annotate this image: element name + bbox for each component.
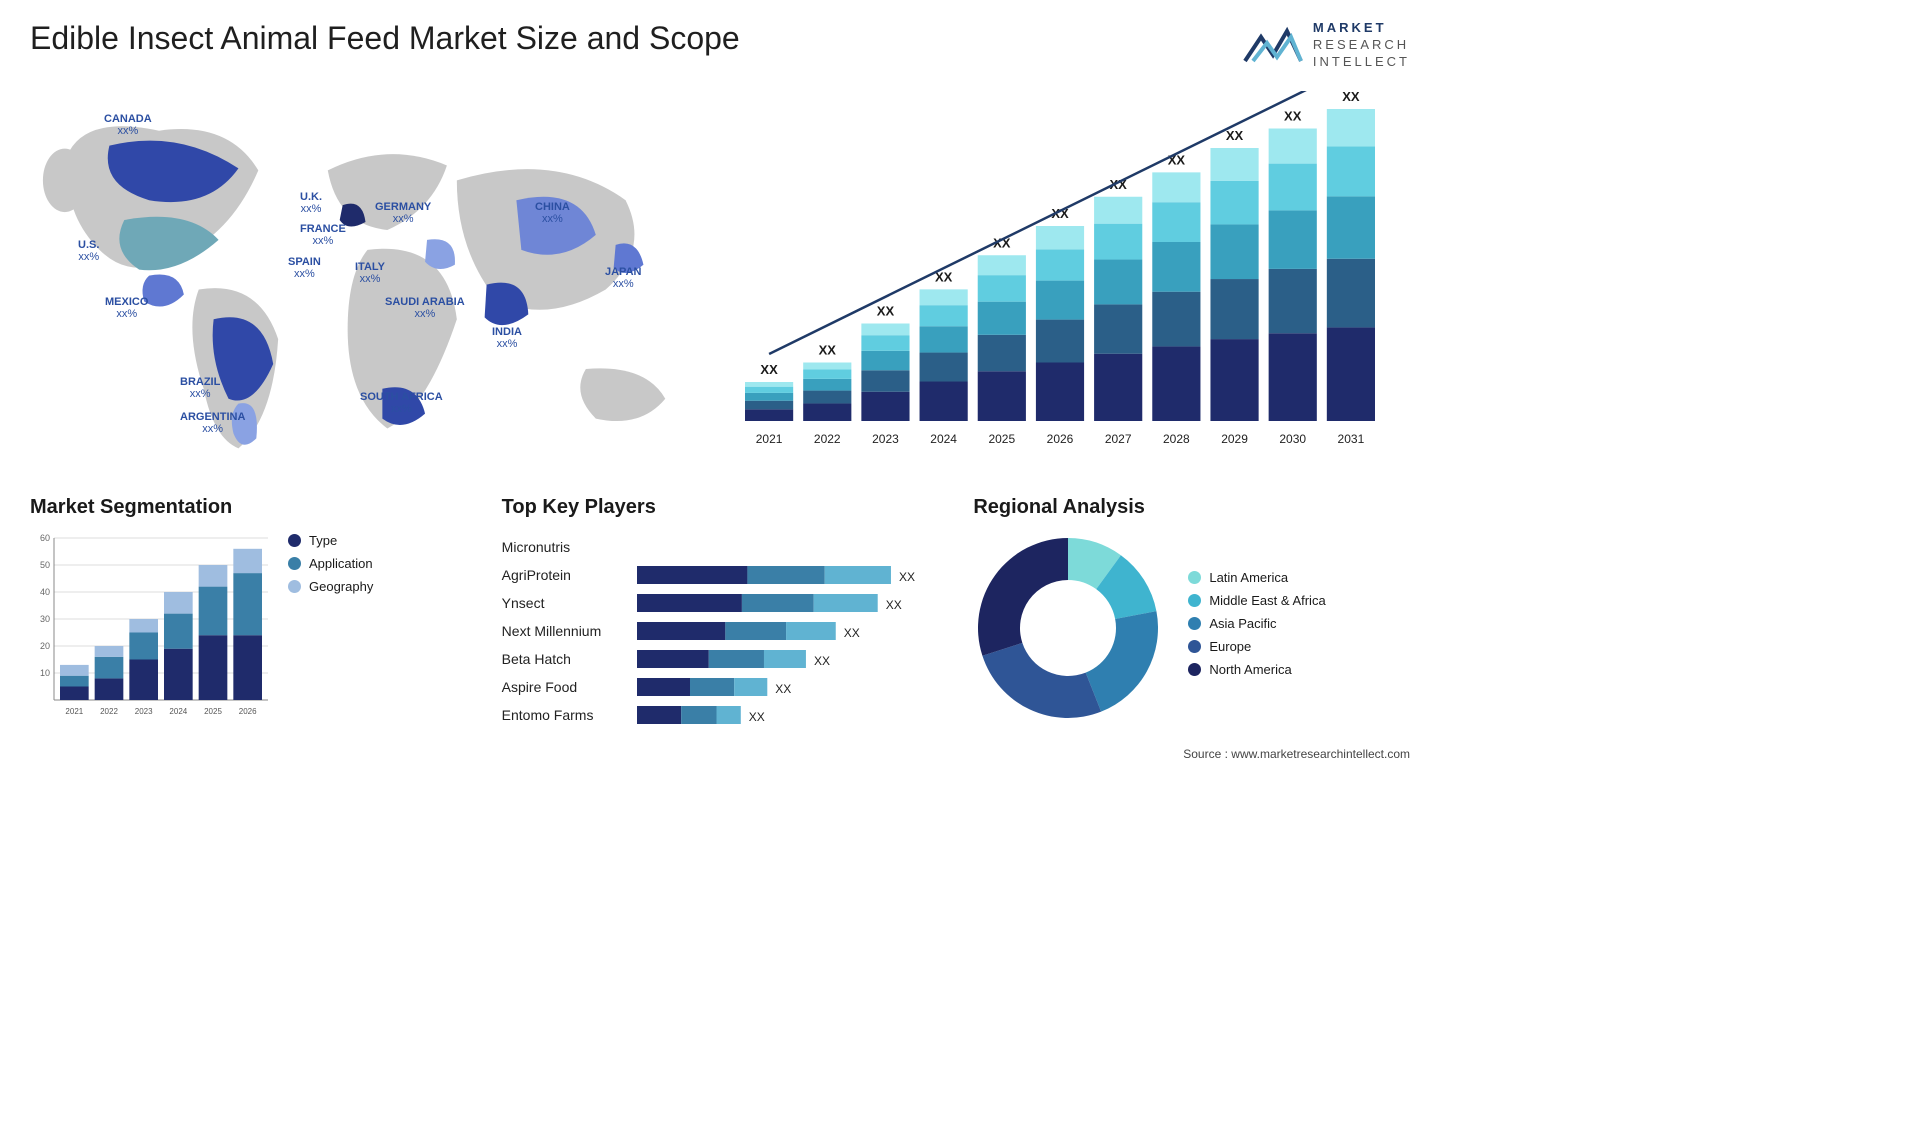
map-label: CANADAxx% — [104, 113, 152, 137]
top-row: CANADAxx% U.S.xx% MEXICOxx% BRAZILxx% ARGENT… — [30, 91, 1410, 471]
map-label: ARGENTINAxx% — [180, 411, 245, 435]
svg-text:XX: XX — [814, 654, 830, 668]
logo-icon — [1243, 23, 1303, 67]
svg-text:60: 60 — [40, 533, 50, 543]
svg-text:30: 30 — [40, 614, 50, 624]
svg-text:2026: 2026 — [239, 707, 257, 716]
svg-text:XX: XX — [1284, 108, 1302, 123]
svg-text:2024: 2024 — [930, 432, 957, 446]
segmentation-legend: Type Application Geography — [288, 533, 373, 602]
map-label: CHINAxx% — [535, 201, 570, 225]
svg-text:2026: 2026 — [1047, 432, 1074, 446]
world-map: CANADAxx% U.S.xx% MEXICOxx% BRAZILxx% ARGENT… — [30, 91, 705, 471]
regional-title: Regional Analysis — [973, 496, 1410, 519]
svg-text:2027: 2027 — [1105, 432, 1132, 446]
brand-logo: MARKET RESEARCH INTELLECT — [1243, 20, 1410, 71]
svg-text:2025: 2025 — [988, 432, 1015, 446]
regional-legend: Latin America Middle East & Africa Asia Pa… — [1188, 570, 1325, 685]
svg-text:XX: XX — [1226, 128, 1244, 143]
players-title: Top Key Players — [502, 496, 939, 519]
segmentation-panel: Market Segmentation 10 20 30 40 50 60 2021 2022… — [30, 496, 467, 729]
svg-text:XX: XX — [775, 682, 791, 696]
map-label: SAUDI ARABIAxx% — [385, 296, 465, 320]
legend-item: Asia Pacific — [1188, 616, 1325, 631]
segmentation-title: Market Segmentation — [30, 496, 467, 519]
player-name-list: MicronutrisAgriProteinYnsectNext Millenn… — [502, 533, 622, 729]
legend-item: Application — [288, 556, 373, 571]
regional-panel: Regional Analysis Latin America Middle Ea… — [973, 496, 1410, 729]
source-line: Source : www.marketresearchintellect.com — [30, 747, 1410, 761]
svg-text:2029: 2029 — [1221, 432, 1248, 446]
map-label: U.K.xx% — [300, 191, 322, 215]
svg-text:2022: 2022 — [814, 432, 841, 446]
map-label: GERMANYxx% — [375, 201, 431, 225]
svg-text:2031: 2031 — [1338, 432, 1365, 446]
players-panel: Top Key Players MicronutrisAgriProteinYn… — [502, 496, 939, 729]
svg-text:2023: 2023 — [872, 432, 899, 446]
svg-text:XX: XX — [760, 362, 778, 377]
svg-text:XX: XX — [885, 598, 901, 612]
growth-bar-chart: XX2021XX2022XX2023XX2024XX2025XX2026XX20… — [735, 91, 1410, 471]
map-label: INDIAxx% — [492, 326, 522, 350]
svg-text:XX: XX — [819, 342, 837, 357]
player-name: Beta Hatch — [502, 645, 622, 673]
svg-text:2023: 2023 — [135, 707, 153, 716]
legend-item: Europe — [1188, 639, 1325, 654]
map-label: U.S.xx% — [78, 239, 99, 263]
player-name: Entomo Farms — [502, 701, 622, 729]
svg-text:XX: XX — [748, 710, 764, 724]
bottom-row: Market Segmentation 10 20 30 40 50 60 2021 2022… — [30, 496, 1410, 729]
svg-text:20: 20 — [40, 641, 50, 651]
map-label: FRANCExx% — [300, 223, 346, 247]
svg-text:XX: XX — [843, 626, 859, 640]
svg-text:2021: 2021 — [756, 432, 783, 446]
svg-text:2030: 2030 — [1279, 432, 1306, 446]
player-name: Aspire Food — [502, 673, 622, 701]
player-name: Next Millennium — [502, 617, 622, 645]
legend-item: Latin America — [1188, 570, 1325, 585]
map-label: BRAZILxx% — [180, 376, 220, 400]
svg-text:2025: 2025 — [204, 707, 222, 716]
svg-text:10: 10 — [40, 668, 50, 678]
legend-item: Middle East & Africa — [1188, 593, 1325, 608]
logo-line3: INTELLECT — [1313, 54, 1410, 71]
legend-item: Type — [288, 533, 373, 548]
main-chart-svg: XX2021XX2022XX2023XX2024XX2025XX2026XX20… — [735, 91, 1385, 451]
map-label: JAPANxx% — [605, 266, 641, 290]
page-title: Edible Insect Animal Feed Market Size an… — [30, 20, 740, 57]
svg-text:XX: XX — [877, 303, 895, 318]
logo-line1: MARKET — [1313, 20, 1410, 37]
svg-text:2021: 2021 — [65, 707, 83, 716]
regional-donut-svg — [973, 533, 1163, 723]
svg-text:40: 40 — [40, 587, 50, 597]
svg-text:2022: 2022 — [100, 707, 118, 716]
legend-item: Geography — [288, 579, 373, 594]
player-name: Ynsect — [502, 589, 622, 617]
svg-text:XX: XX — [1342, 91, 1360, 104]
map-label: SPAINxx% — [288, 256, 321, 280]
segmentation-chart-svg: 10 20 30 40 50 60 2021 2022 2023 2024 2025 2026 — [30, 533, 270, 718]
player-name: Micronutris — [502, 533, 622, 561]
svg-text:50: 50 — [40, 560, 50, 570]
header: Edible Insect Animal Feed Market Size an… — [30, 20, 1410, 71]
svg-text:2028: 2028 — [1163, 432, 1190, 446]
players-chart-svg: XX XX XX XX XX XX — [637, 533, 937, 729]
player-name: AgriProtein — [502, 561, 622, 589]
map-label: ITALYxx% — [355, 261, 385, 285]
map-label: SOUTH AFRICAxx% — [360, 391, 443, 415]
svg-text:2024: 2024 — [169, 707, 187, 716]
logo-line2: RESEARCH — [1313, 37, 1410, 54]
legend-item: North America — [1188, 662, 1325, 677]
map-label: MEXICOxx% — [105, 296, 148, 320]
svg-text:XX: XX — [899, 570, 915, 584]
